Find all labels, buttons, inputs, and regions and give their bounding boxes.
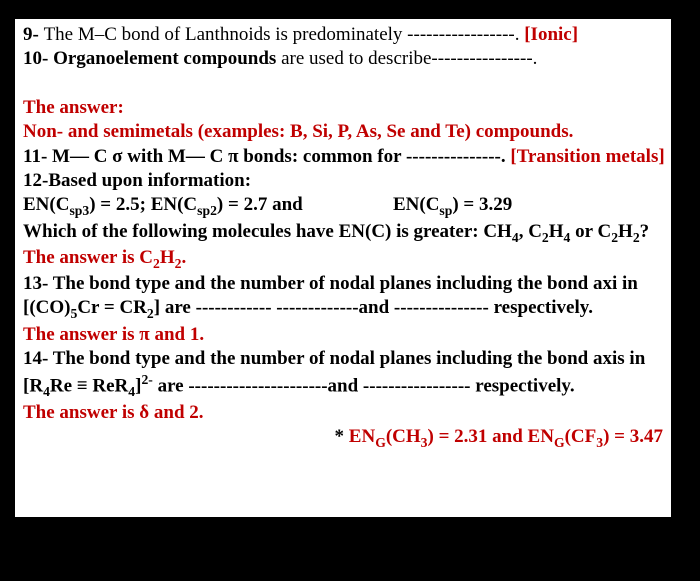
a12-b: H (160, 247, 175, 268)
footnote: * ENG(CH3) = 2.31 and ENG(CF3) = 3.47 (23, 425, 665, 451)
en-gap (303, 194, 393, 215)
answer-12: The answer is C2H2. (23, 246, 665, 272)
q11-answer: [Transition metals] (510, 146, 664, 167)
fn-2: (CH (386, 426, 421, 447)
q12-q-f: ? (640, 221, 650, 242)
sub-sp3: sp3 (69, 203, 89, 218)
q13-c: ] are ------------ -------------and ----… (154, 297, 593, 318)
q12-q-a: Which of the following molecules have EN… (23, 221, 512, 242)
sub-4a: 4 (512, 229, 519, 244)
q14-a: [R (23, 376, 43, 397)
en-sp3-b: ) = 2.5; EN(C (89, 194, 197, 215)
fn-1: EN (349, 426, 375, 447)
fn-4: (CF (565, 426, 597, 447)
sub-2c: 2 (633, 229, 640, 244)
sub-2f: 2 (147, 306, 154, 321)
q12-q-c: H (549, 221, 564, 242)
sub-2e: 2 (175, 256, 182, 271)
a12-c: . (182, 247, 187, 268)
fn-star: * (335, 426, 349, 447)
q12-en-line: EN(Csp3) = 2.5; EN(Csp2) = 2.7 and EN(Cs… (23, 193, 665, 219)
q14-b: Re ≡ ReR (50, 376, 128, 397)
fn-3a: 3 (421, 435, 428, 450)
q9-line: 9- The M–C bond of Lanthnoids is predomi… (23, 23, 665, 47)
sup-2minus: 2- (141, 372, 152, 387)
sub-sp: sp (439, 203, 452, 218)
fn-g1: G (375, 435, 386, 450)
fn-body: ENG(CH3) = 2.31 and ENG(CF3) = 3.47 (349, 426, 663, 447)
q12-q-e: H (618, 221, 633, 242)
q9-num: 9- (23, 24, 44, 45)
answer-label: The answer: (23, 96, 665, 120)
en-sp-b: ) = 3.29 (452, 194, 512, 215)
sub-2d: 2 (153, 256, 160, 271)
q9-answer: [Ionic] (524, 24, 578, 45)
a12-a: The answer is C (23, 247, 153, 268)
sub-2a: 2 (542, 229, 549, 244)
q14-line2: [R4Re ≡ ReR4]2- are --------------------… (23, 371, 665, 401)
q10-line: 10- Organoelement compounds are used to … (23, 47, 665, 71)
en-sp2-b: ) = 2.7 and (217, 194, 303, 215)
q13-line1: 13- The bond type and the number of noda… (23, 272, 665, 296)
answer-13: The answer is π and 1. (23, 323, 665, 347)
sub-sp2: sp2 (197, 203, 217, 218)
document-page: 9- The M–C bond of Lanthnoids is predomi… (14, 18, 672, 518)
q11-line: 11- M— C σ with M— C π bonds: common for… (23, 145, 665, 169)
fn-5: ) = 3.47 (603, 426, 663, 447)
q10-text-a: 10- Organoelement compounds (23, 48, 276, 69)
sub-4c: 4 (43, 385, 50, 400)
q9-text: The M–C bond of Lanthnoids is predominat… (44, 24, 525, 45)
answer-10: Non- and semimetals (examples: B, Si, P,… (23, 120, 665, 144)
blank-line (23, 72, 665, 96)
q14-d: are ----------------------and ----------… (153, 376, 575, 397)
answer-14: The answer is δ and 2. (23, 401, 665, 425)
q10-text-b: are used to describe----------------. (276, 48, 537, 69)
q13-b: Cr = CR (77, 297, 147, 318)
fn-g2: G (554, 435, 565, 450)
en-sp-a: EN(C (393, 194, 439, 215)
q11-text: 11- M— C σ with M— C π bonds: common for… (23, 146, 510, 167)
q12-q-b: , C (519, 221, 542, 242)
q13-line2: [(CO)5Cr = CR2] are ------------ -------… (23, 296, 665, 322)
fn-3: ) = 2.31 and EN (428, 426, 554, 447)
en-sp3-a: EN(C (23, 194, 69, 215)
q14-line1: 14- The bond type and the number of noda… (23, 347, 665, 371)
q12-question: Which of the following molecules have EN… (23, 220, 665, 246)
q13-a: [(CO) (23, 297, 70, 318)
q12-q-d: or C (570, 221, 611, 242)
q12-label: 12-Based upon information: (23, 169, 665, 193)
